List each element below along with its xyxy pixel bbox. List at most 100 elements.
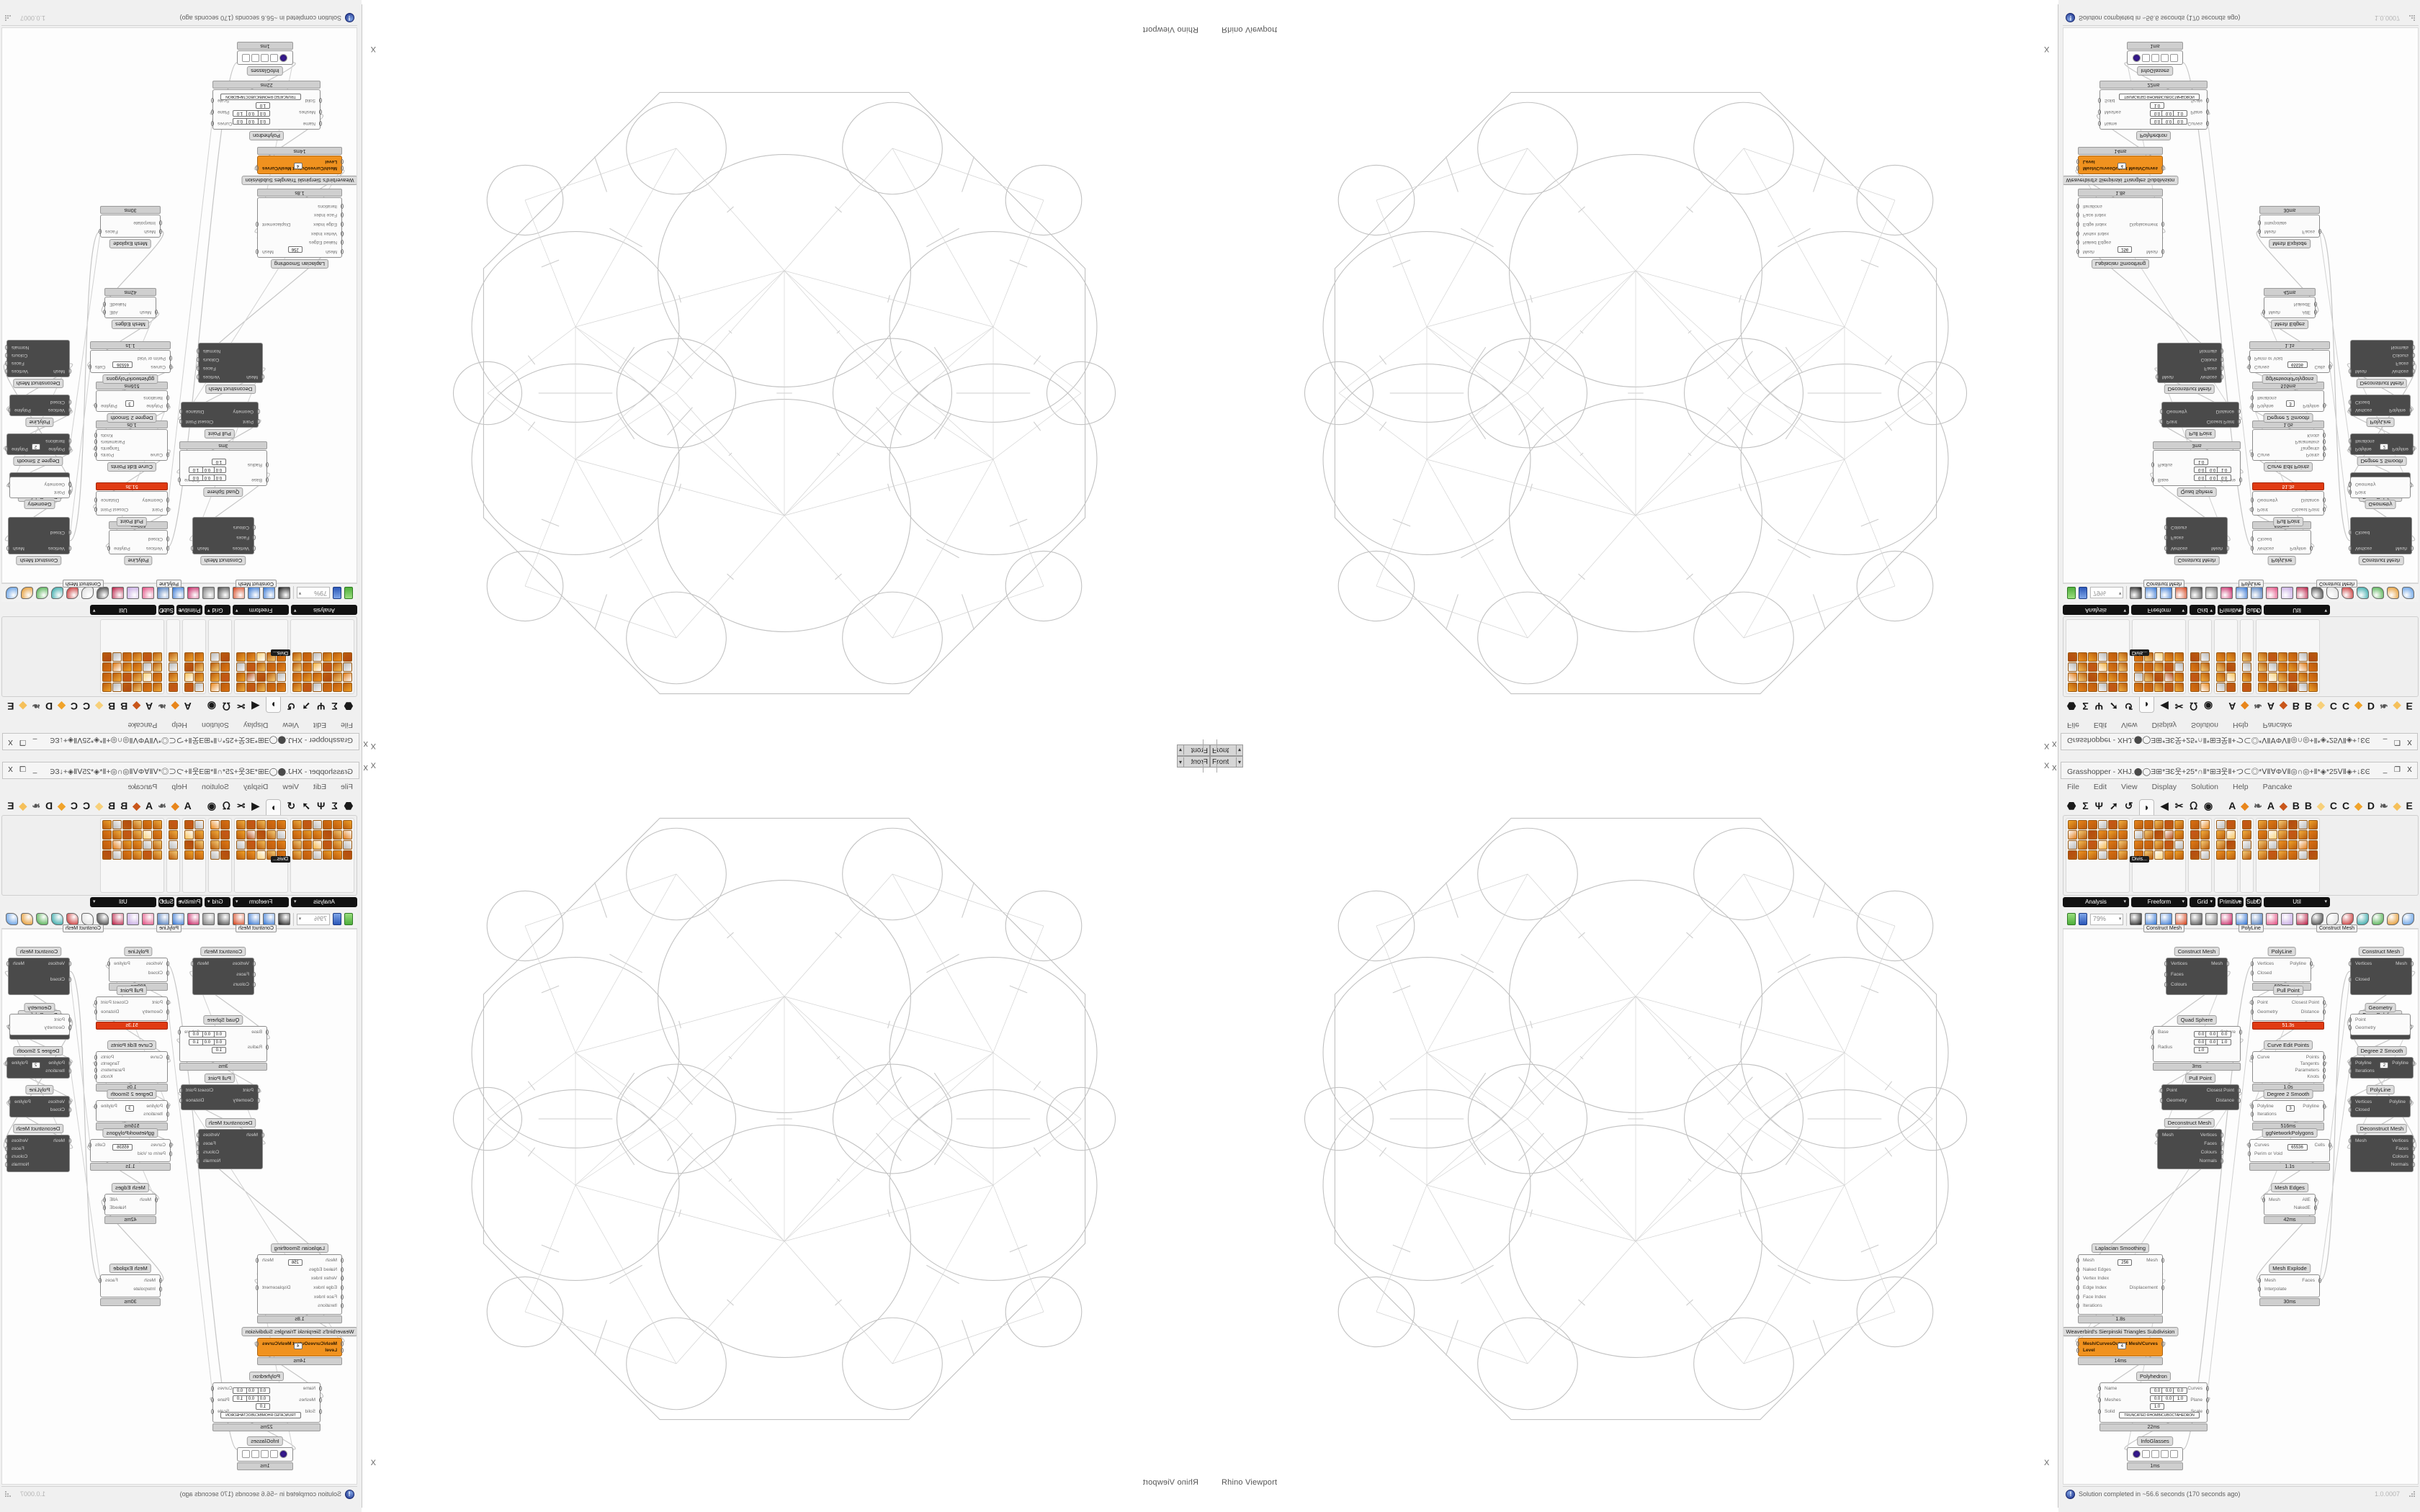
node-body[interactable]: Mesh Naked Edges Vertex Index Edge Index Fac…: [256, 197, 344, 258]
node-output-port[interactable]: Colours: [2200, 357, 2217, 362]
node-number-field[interactable]: 0.0: [188, 1031, 203, 1038]
node-title[interactable]: Laplacian Smoothing: [2091, 1243, 2150, 1253]
open-icon[interactable]: [2067, 913, 2076, 925]
node-input-port[interactable]: Curve: [150, 1055, 163, 1060]
palette-item[interactable]: [220, 652, 230, 662]
node-body[interactable]: Vertices Closed Mesh: [6, 517, 71, 554]
node-number-field[interactable]: 1.0: [188, 467, 203, 473]
node-body[interactable]: Vertices Closed Polyline: [2251, 530, 2313, 554]
palette-item[interactable]: [2200, 652, 2210, 662]
node-input-port[interactable]: Mesh: [144, 229, 156, 234]
palette-item[interactable]: [292, 652, 302, 662]
node-title[interactable]: ggNetworkPolygons: [102, 374, 158, 384]
tab-letter-4[interactable]: ◆: [2280, 799, 2287, 811]
port-pin[interactable]: [169, 364, 172, 369]
node-output-port[interactable]: Polyline: [114, 961, 130, 966]
palette-item[interactable]: [169, 820, 178, 829]
list-icon[interactable]: [2132, 1450, 2141, 1458]
menu-item-pancake[interactable]: Pancake: [127, 783, 158, 791]
port-pin[interactable]: [319, 1386, 322, 1391]
tab-letter-5[interactable]: B: [2292, 800, 2300, 811]
shade-black-icon[interactable]: [2311, 587, 2323, 599]
node-body[interactable]: Point Geometry Closest Point Distance: [2160, 1084, 2241, 1110]
palette-item[interactable]: [2308, 662, 2318, 672]
port-pin[interactable]: [8, 1099, 11, 1104]
node-body[interactable]: Vertices Faces Colours Mesh: [191, 958, 256, 995]
tab-transform-icon[interactable]: ᘯ: [222, 701, 230, 713]
port-pin[interactable]: [2226, 546, 2229, 551]
node-number-field[interactable]: 2: [31, 1062, 40, 1068]
node-body[interactable]: Mesh Vertices Faces Colours Normals: [2156, 343, 2223, 383]
port-pin[interactable]: [2258, 1287, 2261, 1292]
shade-green-icon[interactable]: [2371, 913, 2384, 925]
palette-item[interactable]: [2078, 820, 2087, 829]
port-pin[interactable]: [2349, 482, 2352, 487]
tab-vector-y-icon[interactable]: Ψ: [317, 701, 326, 712]
node-title[interactable]: Mesh Edges: [2271, 1183, 2308, 1192]
node-polyhedron[interactable]: PolyhedronNameMeshesSolidCurvesPlaneScal…: [2098, 1369, 2209, 1431]
preview-icon[interactable]: [263, 913, 276, 925]
viewport-close-marker-bottom[interactable]: X: [370, 1459, 376, 1467]
palette-item[interactable]: [323, 820, 332, 829]
node-input-port[interactable]: Perim or Void: [137, 1151, 166, 1156]
node-title[interactable]: Weaverbird's Sierpinski Triangles Subdiv…: [241, 1327, 357, 1336]
palette-group-subd[interactable]: [166, 818, 180, 893]
port-pin[interactable]: [2349, 400, 2352, 405]
node-body[interactable]: BaseRadiusSphere0.00.00.00.00.01.01.0: [178, 1026, 269, 1062]
palette-item[interactable]: [2134, 662, 2143, 672]
node-pull-point-1[interactable]: Pull Point Point Geometry Closest Point Dist…: [2160, 402, 2241, 441]
palette-item[interactable]: [2164, 672, 2174, 682]
node-output-port[interactable]: Cells: [2314, 1143, 2325, 1148]
port-pin[interactable]: [68, 1061, 71, 1066]
tab-display-icon[interactable]: ◉: [2204, 701, 2213, 713]
node-body[interactable]: Vertices Closed Polyline: [2349, 395, 2412, 416]
node-number-field[interactable]: 256: [2118, 246, 2133, 253]
node-input-port[interactable]: Closed: [50, 530, 65, 535]
port-pin[interactable]: [211, 109, 214, 114]
palette-item[interactable]: [313, 683, 322, 692]
palette-item[interactable]: [2298, 672, 2308, 682]
scissors-icon[interactable]: [112, 587, 125, 599]
wire-icon[interactable]: [261, 54, 269, 62]
palette-item[interactable]: [246, 672, 256, 682]
tab-letter-12[interactable]: ❧: [32, 799, 41, 811]
port-pin[interactable]: [2349, 490, 2352, 495]
tab-letter-11[interactable]: D: [2367, 701, 2375, 712]
node-number-field[interactable]: 1.0: [211, 459, 226, 465]
node-output-port[interactable]: Plane: [218, 1398, 230, 1403]
palette-item[interactable]: [2200, 840, 2210, 850]
port-pin[interactable]: [2412, 369, 2415, 374]
port-pin[interactable]: [2323, 1061, 2326, 1066]
node-body[interactable]: Mesh AllE NakedE: [103, 297, 158, 318]
palette-item[interactable]: [2144, 840, 2154, 850]
menu-item-file[interactable]: File: [341, 721, 353, 729]
node-output-port[interactable]: Faces: [203, 1141, 216, 1146]
palette-item[interactable]: [2226, 652, 2236, 662]
node-output-port[interactable]: Parameters: [2295, 1068, 2319, 1073]
node-body[interactable]: Mesh Vertices Faces Colours Normals: [2349, 1135, 2415, 1172]
palette-item[interactable]: [169, 652, 178, 662]
node-deconstruct-mesh-1[interactable]: Deconstruct Mesh Mesh Vertices Faces Colours…: [197, 1115, 264, 1169]
node-output-port[interactable]: Displacement: [262, 1285, 291, 1290]
tab-letter-7[interactable]: ◆: [95, 799, 103, 811]
palette-item[interactable]: [343, 683, 352, 692]
node-output-port[interactable]: Knots: [2307, 1074, 2319, 1079]
node-input-port[interactable]: Faces: [236, 535, 249, 541]
palette-item[interactable]: [2242, 683, 2251, 692]
palette-item[interactable]: [2174, 672, 2184, 682]
palette-item[interactable]: [153, 840, 162, 850]
palette-item[interactable]: [2308, 830, 2318, 840]
node-output-port[interactable]: Vertices: [12, 369, 29, 374]
tab-letter-4[interactable]: ◆: [133, 799, 140, 811]
node-number-field[interactable]: 3: [125, 400, 134, 407]
palette-item[interactable]: [220, 820, 230, 829]
port-pin[interactable]: [94, 433, 97, 438]
node-body[interactable]: Mesh Interpolate Faces: [2258, 215, 2321, 238]
palette-item[interactable]: [256, 840, 266, 850]
palette-item[interactable]: [210, 662, 220, 672]
palette-item[interactable]: [2118, 672, 2128, 682]
node-output-port[interactable]: Polyline: [14, 1099, 31, 1104]
node-laplacian-smoothing[interactable]: Laplacian Smoothing Mesh Naked Edges Vertex…: [2076, 189, 2164, 271]
tab-sigma-icon[interactable]: Σ: [331, 701, 338, 712]
port-pin[interactable]: [2412, 1061, 2415, 1066]
